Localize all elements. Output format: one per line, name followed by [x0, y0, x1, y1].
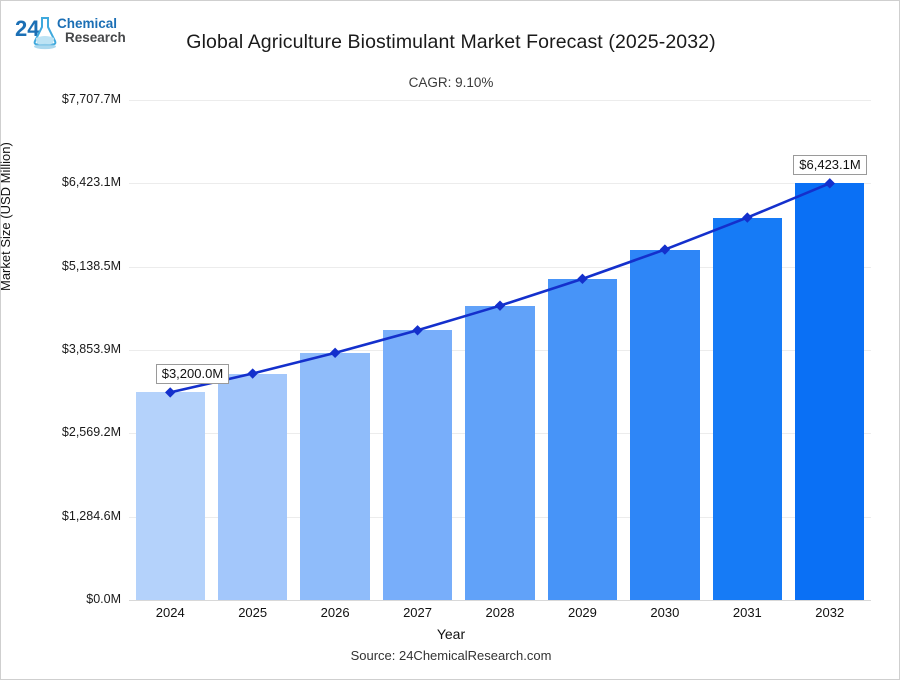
- y-axis-tick-label: $6,423.1M: [61, 175, 121, 190]
- source-note: Source: 24ChemicalResearch.com: [350, 648, 552, 663]
- line-marker-2024[interactable]: [165, 387, 176, 398]
- y-axis-tick-label: $1,284.6M: [61, 508, 121, 523]
- line-marker-2027[interactable]: [412, 325, 423, 336]
- bar-2031[interactable]: [712, 217, 782, 600]
- x-axis-labels: 2024 2025 2026 2027 2028 2029 2030 2031 2032: [129, 605, 871, 627]
- line-marker-2029[interactable]: [577, 273, 588, 285]
- x-axis-tick-2032: 2032: [815, 605, 845, 620]
- bar-2028[interactable]: [465, 305, 535, 600]
- plot-area: $3,200.0M $6,423.1M: [129, 100, 871, 601]
- data-label-2032: $6,423.1M: [793, 155, 867, 176]
- flask-logo-icon: 24 Chemical Research: [15, 16, 125, 50]
- data-label-2024: $3,200.0M: [155, 364, 230, 385]
- page-title: Global Agriculture Biostimulant Market F…: [186, 31, 716, 53]
- bar-2032[interactable]: [795, 183, 865, 600]
- line-marker-2030[interactable]: [659, 244, 671, 255]
- x-axis-tick-2030: 2030: [650, 605, 680, 620]
- line-marker-2031[interactable]: [742, 212, 753, 223]
- x-axis-tick-2028: 2028: [485, 605, 515, 620]
- bar-2025[interactable]: [218, 373, 288, 600]
- line-marker-2026[interactable]: [329, 347, 341, 359]
- y-axis-labels: $0.0M $1,284.6M $2,569.2M $3,853.9M $5,138.5…: [1, 92, 121, 606]
- y-axis-tick-label: $7,707.7M: [61, 92, 121, 106]
- x-axis-title: Year: [436, 626, 466, 642]
- x-axis-tick-2025: 2025: [238, 605, 268, 620]
- gridline: [129, 183, 871, 185]
- x-axis-tick-2024: 2024: [155, 605, 185, 620]
- bar-2024[interactable]: [135, 392, 205, 600]
- trend-line: [169, 182, 831, 394]
- line-marker-2032[interactable]: [824, 178, 835, 189]
- gridline: [129, 266, 871, 268]
- line-marker-2028[interactable]: [494, 300, 506, 311]
- y-axis-tick-label: $2,569.2M: [61, 425, 121, 440]
- svg-text:Research: Research: [65, 30, 125, 45]
- bar-2029[interactable]: [547, 278, 618, 600]
- x-axis-tick-2029: 2029: [567, 605, 597, 620]
- x-axis-tick-2031: 2031: [732, 605, 762, 620]
- trend-line-series: [165, 178, 835, 398]
- line-marker-2025[interactable]: [247, 368, 258, 379]
- svg-text:Chemical: Chemical: [57, 16, 117, 31]
- bar-2030[interactable]: [630, 249, 700, 600]
- cagr-subtitle: CAGR: 9.10%: [408, 75, 494, 90]
- bar-2027[interactable]: [382, 330, 453, 600]
- y-axis-tick-label: $0.0M: [86, 592, 121, 606]
- brand-logo: 24 Chemical Research: [15, 11, 125, 51]
- x-axis-line: [129, 600, 871, 601]
- y-axis-tick-label: $3,853.9M: [61, 341, 121, 356]
- gridline: [129, 100, 871, 101]
- x-axis-tick-2026: 2026: [320, 605, 350, 620]
- y-axis-tick-label: $5,138.5M: [61, 258, 121, 273]
- x-axis-tick-2027: 2027: [403, 605, 432, 620]
- bar-2026[interactable]: [300, 352, 370, 600]
